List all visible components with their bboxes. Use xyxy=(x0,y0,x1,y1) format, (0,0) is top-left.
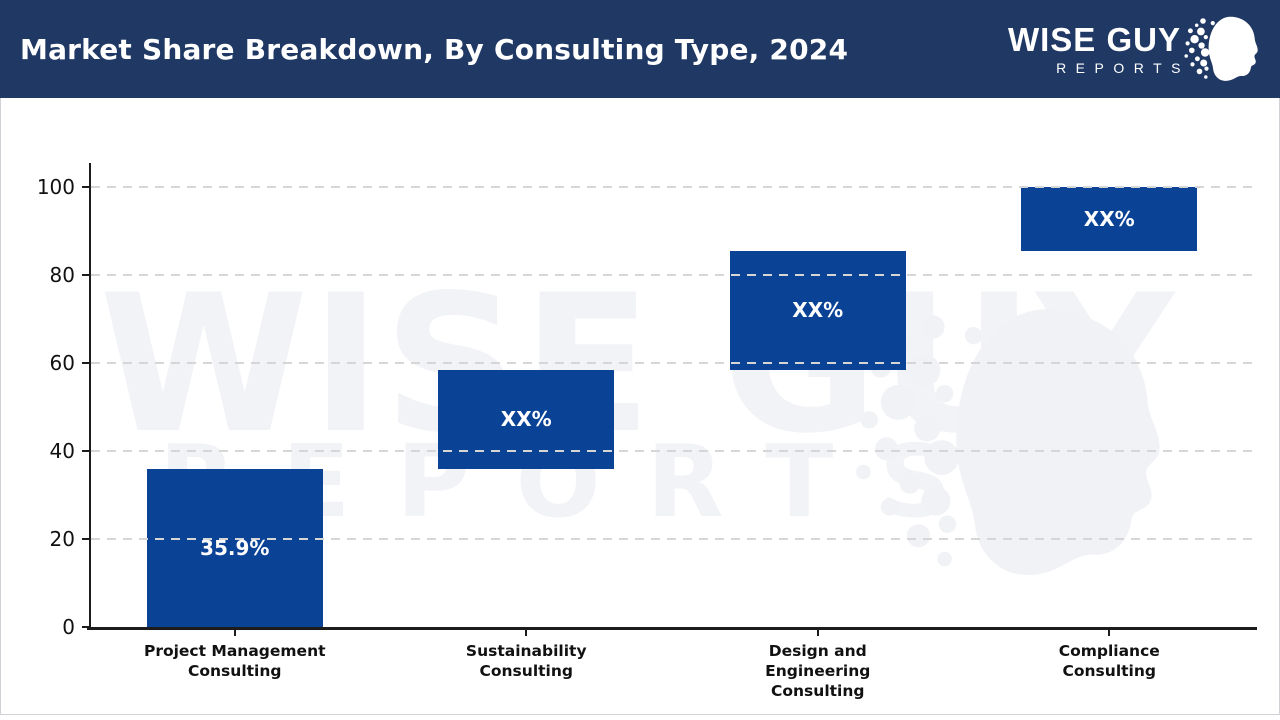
bar-value-label: XX% xyxy=(500,407,552,432)
x-axis-category-line: Consulting xyxy=(771,682,865,700)
x-axis-tick xyxy=(525,627,528,636)
y-axis-tick-label: 80 xyxy=(49,263,75,287)
x-axis-category-label: Design and Engineering Consulting xyxy=(688,641,948,701)
y-axis-tick xyxy=(82,274,89,276)
x-axis-line xyxy=(87,627,1257,630)
x-axis-category-line: Compliance xyxy=(1058,642,1160,660)
y-axis-tick-label: 60 xyxy=(49,351,75,375)
chart-bar xyxy=(1021,187,1198,251)
bar-value-label: XX% xyxy=(1083,206,1135,231)
y-axis-tick-label: 40 xyxy=(49,439,75,463)
bar-value-label: XX% xyxy=(792,298,844,323)
x-axis-category-line: Engineering xyxy=(765,662,871,680)
chart-panel: WISE GUY REPORTS 35.9% Project Management… xyxy=(0,98,1280,715)
y-axis-tick xyxy=(82,450,89,452)
y-axis-tick xyxy=(82,186,89,188)
bar-value-label: 35.9% xyxy=(200,536,270,561)
chart-bar xyxy=(146,469,323,627)
x-axis-category-line: Consulting xyxy=(188,662,282,680)
y-axis-tick xyxy=(82,362,89,364)
y-axis-tick xyxy=(82,626,89,628)
x-axis-category-line: Design and xyxy=(768,642,867,660)
y-axis-tick xyxy=(82,538,89,540)
chart-bar xyxy=(438,369,615,470)
gridline xyxy=(91,538,1255,540)
x-axis-category-line: Project Management xyxy=(143,642,326,660)
header-bar: Market Share Breakdown, By Consulting Ty… xyxy=(0,0,1280,98)
gridline xyxy=(91,186,1255,188)
x-axis-category-label: Project Management Consulting xyxy=(105,641,365,681)
brand-subtitle: REPORTS xyxy=(1056,59,1190,76)
page-title: Market Share Breakdown, By Consulting Ty… xyxy=(20,32,849,66)
x-axis-tick xyxy=(1108,627,1111,636)
gridline xyxy=(91,274,1255,276)
gridline xyxy=(91,362,1255,364)
brand-logo: WISE GUY REPORTS xyxy=(1008,12,1266,86)
brand-name: WISE GUY xyxy=(1007,20,1181,58)
wiseguy-head-icon xyxy=(1182,12,1266,86)
y-axis-tick-label: 0 xyxy=(62,615,75,639)
y-axis-tick-label: 100 xyxy=(36,175,75,199)
x-axis-category-line: Consulting xyxy=(479,662,573,680)
y-axis-tick-label: 20 xyxy=(49,527,75,551)
brand-logo-text: WISE GUY REPORTS xyxy=(1008,23,1181,76)
x-axis-tick xyxy=(233,627,236,636)
plot-area: WISE GUY REPORTS 35.9% Project Management… xyxy=(1,98,1279,713)
x-axis-category-line: Consulting xyxy=(1062,662,1156,680)
x-axis-category-line: Sustainability xyxy=(465,642,587,660)
y-axis-line xyxy=(89,163,91,629)
chart-bar xyxy=(729,250,906,370)
gridline xyxy=(91,450,1255,452)
x-axis-category-label: Sustainability Consulting xyxy=(396,641,656,681)
x-axis-tick xyxy=(816,627,819,636)
x-axis-category-label: Compliance Consulting xyxy=(979,641,1239,681)
